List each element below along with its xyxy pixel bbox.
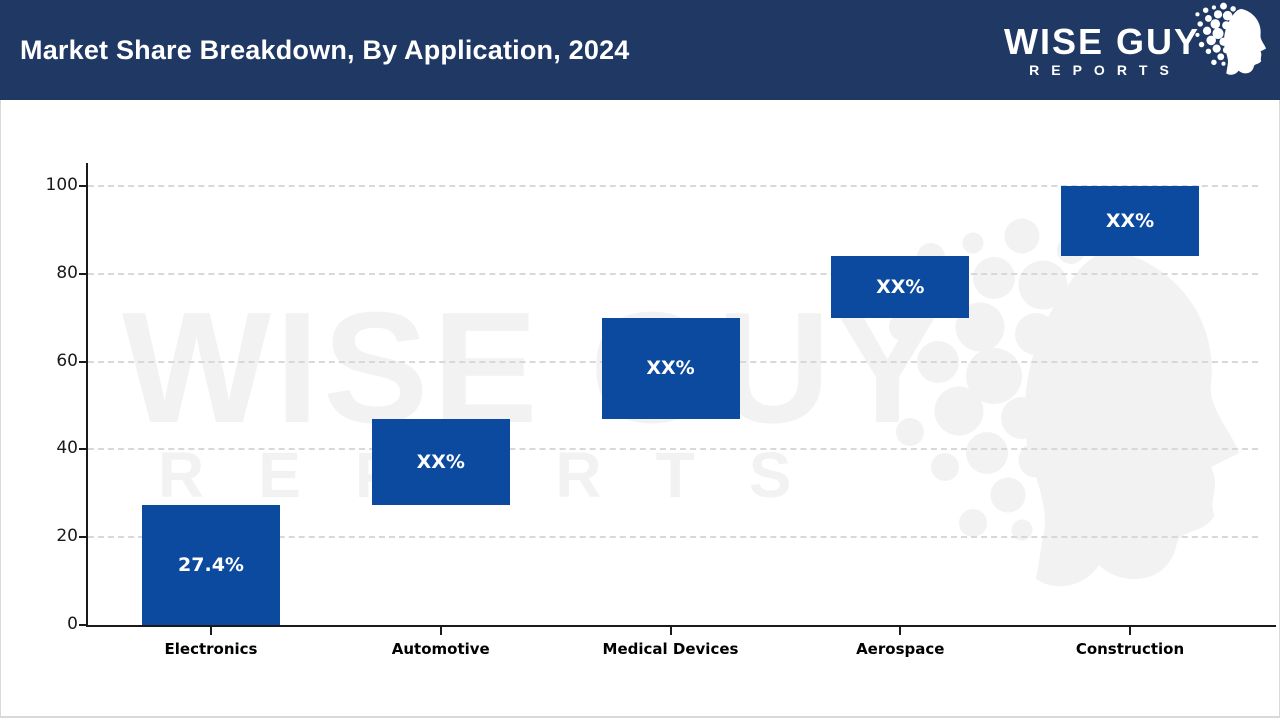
- y-tick-mark: [79, 185, 87, 187]
- y-tick-label: 80: [56, 262, 78, 283]
- y-tick-mark: [79, 624, 87, 626]
- y-tick-label: 100: [45, 175, 78, 195]
- x-tick-mark: [439, 627, 442, 635]
- background-watermark: WISE GUY REPORTS: [0, 100, 1280, 720]
- y-axis-line: [86, 163, 88, 627]
- bar-electronics: 27.4%: [142, 504, 280, 625]
- logo-wordmark-line1: WISE GUY: [1003, 20, 1200, 62]
- y-tick-mark: [79, 536, 87, 539]
- bar-medical-devices: XX%: [601, 317, 740, 419]
- bar-construction: XX%: [1061, 186, 1199, 257]
- x-tick-mark: [899, 627, 902, 635]
- bar-value-label: XX%: [1105, 210, 1155, 233]
- bar-value-label: XX%: [646, 357, 695, 380]
- watermark-wordmark-line1: WISE GUY: [122, 280, 945, 456]
- x-category-label: Aerospace: [856, 640, 945, 658]
- bar-value-label: XX%: [416, 450, 465, 473]
- gridline-20: [88, 536, 1258, 539]
- y-tick-label: 60: [56, 350, 78, 371]
- bar-automotive: XX%: [371, 418, 510, 505]
- brand-logo: WISE GUY REPORTS: [1004, 2, 1272, 98]
- x-axis-line: [86, 625, 1276, 627]
- y-tick-mark: [79, 272, 87, 275]
- y-tick-mark: [79, 360, 87, 363]
- logo-wordmark: WISE GUY REPORTS: [1003, 20, 1200, 78]
- header-bar: Market Share Breakdown, By Application, …: [0, 0, 1280, 100]
- x-tick-mark: [210, 627, 212, 635]
- y-tick-mark: [79, 448, 87, 451]
- y-tick-label: 20: [56, 526, 78, 547]
- x-category-label: Electronics: [164, 640, 258, 658]
- x-tick-mark: [1129, 627, 1131, 635]
- y-tick-label: 0: [67, 614, 78, 634]
- bar-value-label: XX%: [876, 275, 925, 298]
- gridline-80: [88, 272, 1258, 275]
- gridline-100: [88, 185, 1258, 187]
- logo-face-icon: [1195, 2, 1267, 75]
- bar-value-label: 27.4%: [178, 553, 244, 576]
- page-title: Market Share Breakdown, By Application, …: [20, 34, 630, 65]
- x-category-label: Automotive: [391, 640, 490, 658]
- gridline-40: [88, 448, 1258, 451]
- bar-aerospace: XX%: [831, 256, 970, 318]
- x-category-label: Construction: [1075, 640, 1185, 658]
- x-category-label: Medical Devices: [602, 640, 739, 658]
- y-tick-label: 40: [56, 438, 78, 459]
- logo-wordmark-line2: REPORTS: [1029, 61, 1181, 78]
- x-tick-mark: [669, 627, 672, 635]
